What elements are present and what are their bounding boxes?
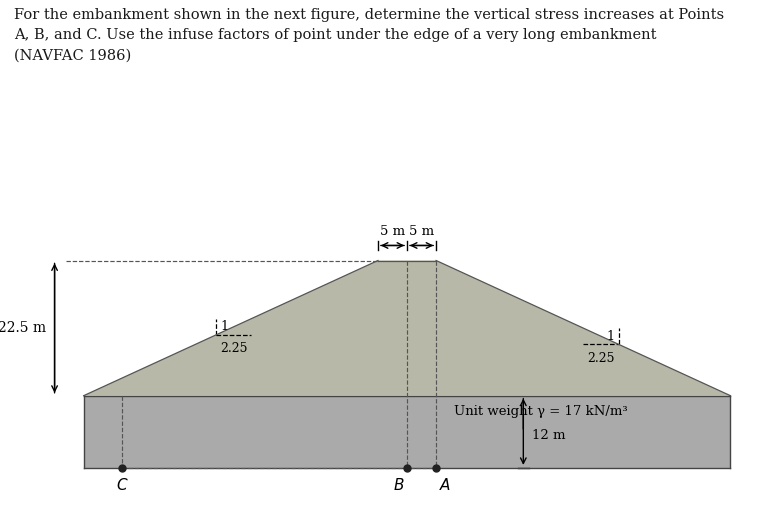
Text: 1: 1 [221, 320, 229, 333]
Text: 2.25: 2.25 [220, 342, 247, 355]
Text: 22.5 m: 22.5 m [0, 321, 46, 335]
Text: 5 m: 5 m [380, 225, 405, 238]
Text: $A$: $A$ [438, 477, 451, 493]
Text: 5 m: 5 m [409, 225, 434, 238]
Text: 2.25: 2.25 [587, 352, 615, 365]
Text: (NAVFAC 1986): (NAVFAC 1986) [14, 48, 132, 62]
Text: $B$: $B$ [392, 477, 404, 493]
Polygon shape [84, 261, 731, 396]
Text: 1: 1 [606, 330, 614, 343]
Text: For the embankment shown in the next figure, determine the vertical stress incre: For the embankment shown in the next fig… [14, 8, 724, 22]
Text: Unit weight γ = 17 kN/m³: Unit weight γ = 17 kN/m³ [453, 405, 627, 418]
Text: 12 m: 12 m [532, 429, 565, 442]
Text: $C$: $C$ [116, 477, 128, 493]
Polygon shape [84, 396, 731, 468]
Text: A, B, and C. Use the infuse factors of point under the edge of a very long emban: A, B, and C. Use the infuse factors of p… [14, 28, 657, 42]
